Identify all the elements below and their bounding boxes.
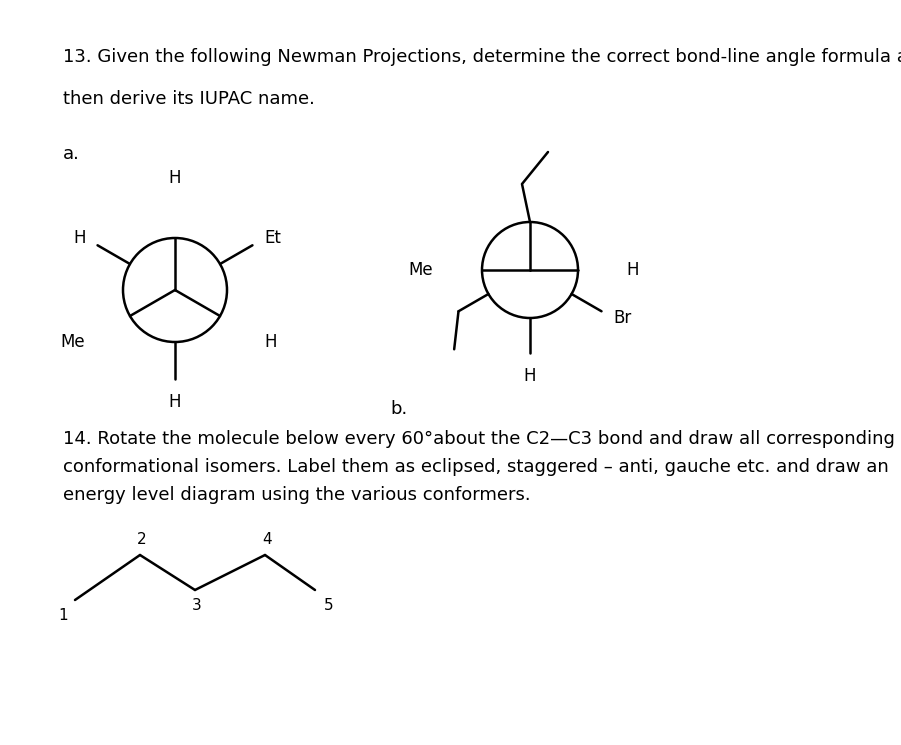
Text: Et: Et	[265, 229, 281, 247]
Text: H: H	[626, 261, 639, 279]
Text: Me: Me	[409, 261, 433, 279]
Text: energy level diagram using the various conformers.: energy level diagram using the various c…	[63, 486, 531, 504]
Text: a.: a.	[63, 145, 80, 163]
Text: 13. Given the following Newman Projections, determine the correct bond-line angl: 13. Given the following Newman Projectio…	[63, 48, 901, 66]
Text: 2: 2	[137, 532, 147, 547]
Text: 3: 3	[192, 598, 202, 613]
Text: 5: 5	[324, 598, 333, 613]
Text: conformational isomers. Label them as eclipsed, staggered – anti, gauche etc. an: conformational isomers. Label them as ec…	[63, 458, 888, 476]
Text: Me: Me	[60, 333, 86, 351]
Text: H: H	[168, 168, 181, 186]
Text: 14. Rotate the molecule below every 60°about the C2—C3 bond and draw all corresp: 14. Rotate the molecule below every 60°a…	[63, 430, 895, 448]
Text: H: H	[523, 367, 536, 384]
Text: 1: 1	[59, 608, 68, 623]
Text: H: H	[73, 229, 86, 247]
Text: b.: b.	[390, 400, 407, 418]
Text: H: H	[265, 333, 278, 351]
Text: then derive its IUPAC name.: then derive its IUPAC name.	[63, 90, 314, 108]
Text: 4: 4	[262, 532, 272, 547]
Text: H: H	[168, 393, 181, 411]
Text: Br: Br	[614, 309, 632, 327]
